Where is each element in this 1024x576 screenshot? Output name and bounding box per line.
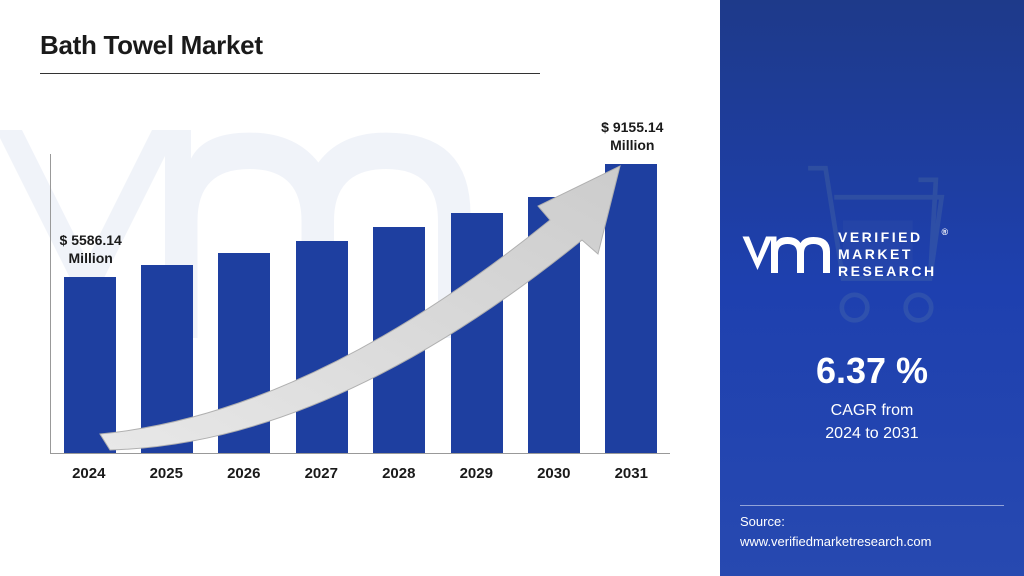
x-label-2027: 2027 (295, 465, 347, 482)
x-label-2026: 2026 (218, 465, 270, 482)
registered-mark-icon: ® (941, 227, 950, 238)
x-label-2024: 2024 (63, 465, 115, 482)
brand-logo: VERIFIED MARKET RESEARCH ® (740, 228, 1004, 280)
x-label-2025: 2025 (140, 465, 192, 482)
bar-rect (528, 197, 580, 453)
page-title: Bath Towel Market (40, 30, 680, 61)
bar-rect (451, 213, 503, 453)
source-url: www.verifiedmarketresearch.com (740, 532, 1004, 552)
cagr-line-1: CAGR from (831, 402, 914, 419)
x-label-2031: 2031 (605, 465, 657, 482)
bar-2026 (218, 253, 270, 453)
brand-line-1: VERIFIED (838, 229, 937, 246)
bar-rect (141, 265, 193, 453)
cagr-line-2: 2024 to 2031 (825, 425, 918, 442)
cagr-label: CAGR from 2024 to 2031 (740, 400, 1004, 445)
bar-2024: $ 5586.14Million (64, 277, 116, 453)
vmr-logo-icon (740, 228, 830, 280)
cagr-value: 6.37 % (740, 350, 1004, 392)
cagr-block: 6.37 % CAGR from 2024 to 2031 (740, 350, 1004, 445)
bar-2027 (296, 241, 348, 453)
info-sidebar: VERIFIED MARKET RESEARCH ® 6.37 % CAGR f… (720, 0, 1024, 576)
brand-line-2: MARKET (838, 246, 937, 263)
value-label-first: $ 5586.14Million (46, 231, 136, 267)
brand-text: VERIFIED MARKET RESEARCH ® (838, 229, 937, 280)
main-container: Bath Towel Market $ 5586.14Million $ 9155… (0, 0, 1024, 576)
bar-rect (373, 227, 425, 453)
bar-rect (605, 164, 657, 453)
bar-chart: $ 5586.14Million $ 9155.14Million 2024 202… (40, 114, 680, 494)
chart-panel: Bath Towel Market $ 5586.14Million $ 9155… (0, 0, 720, 576)
source-label: Source: (740, 512, 1004, 532)
value-label-last: $ 9155.14Million (587, 118, 677, 154)
bar-2031: $ 9155.14Million (605, 164, 657, 453)
brand-line-3: RESEARCH (838, 263, 937, 280)
x-label-2028: 2028 (373, 465, 425, 482)
title-divider (40, 73, 540, 74)
bar-2030 (528, 197, 580, 453)
bar-2028 (373, 227, 425, 453)
bar-rect (218, 253, 270, 453)
bar-2029 (451, 213, 503, 453)
source-divider (740, 505, 1004, 506)
bar-rect (296, 241, 348, 453)
source-block: Source: www.verifiedmarketresearch.com (740, 505, 1004, 551)
x-label-2029: 2029 (450, 465, 502, 482)
x-label-2030: 2030 (528, 465, 580, 482)
bar-rect (64, 277, 116, 453)
bar-2025 (141, 265, 193, 453)
